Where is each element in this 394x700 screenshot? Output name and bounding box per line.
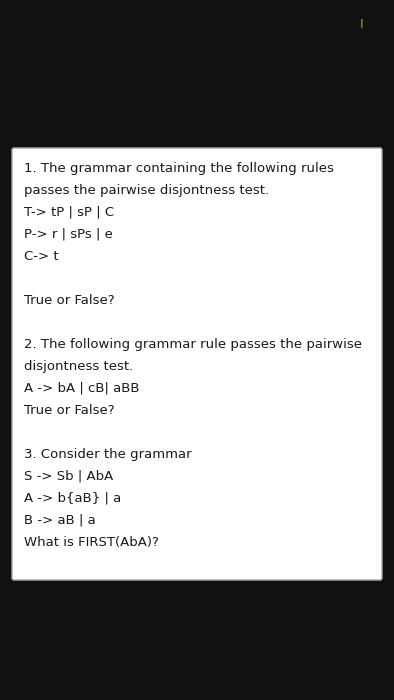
Text: 2. The following grammar rule passes the pairwise: 2. The following grammar rule passes the… (24, 338, 362, 351)
Text: A -> bA | cB| aBB: A -> bA | cB| aBB (24, 382, 139, 395)
FancyBboxPatch shape (12, 148, 382, 580)
Text: C-> t: C-> t (24, 250, 59, 263)
Text: disjontness test.: disjontness test. (24, 360, 133, 373)
Text: 1. The grammar containing the following rules: 1. The grammar containing the following … (24, 162, 334, 175)
Text: P-> r | sPs | e: P-> r | sPs | e (24, 228, 113, 241)
Text: I: I (360, 18, 364, 31)
Text: 3. Consider the grammar: 3. Consider the grammar (24, 448, 191, 461)
Text: True or False?: True or False? (24, 404, 115, 417)
Text: B -> aB | a: B -> aB | a (24, 514, 96, 527)
Text: True or False?: True or False? (24, 294, 115, 307)
Text: What is FIRST(AbA)?: What is FIRST(AbA)? (24, 536, 159, 549)
Text: S -> Sb | AbA: S -> Sb | AbA (24, 470, 113, 483)
Text: T-> tP | sP | C: T-> tP | sP | C (24, 206, 114, 219)
Text: A -> b{aB} | a: A -> b{aB} | a (24, 492, 121, 505)
Text: passes the pairwise disjontness test.: passes the pairwise disjontness test. (24, 184, 269, 197)
